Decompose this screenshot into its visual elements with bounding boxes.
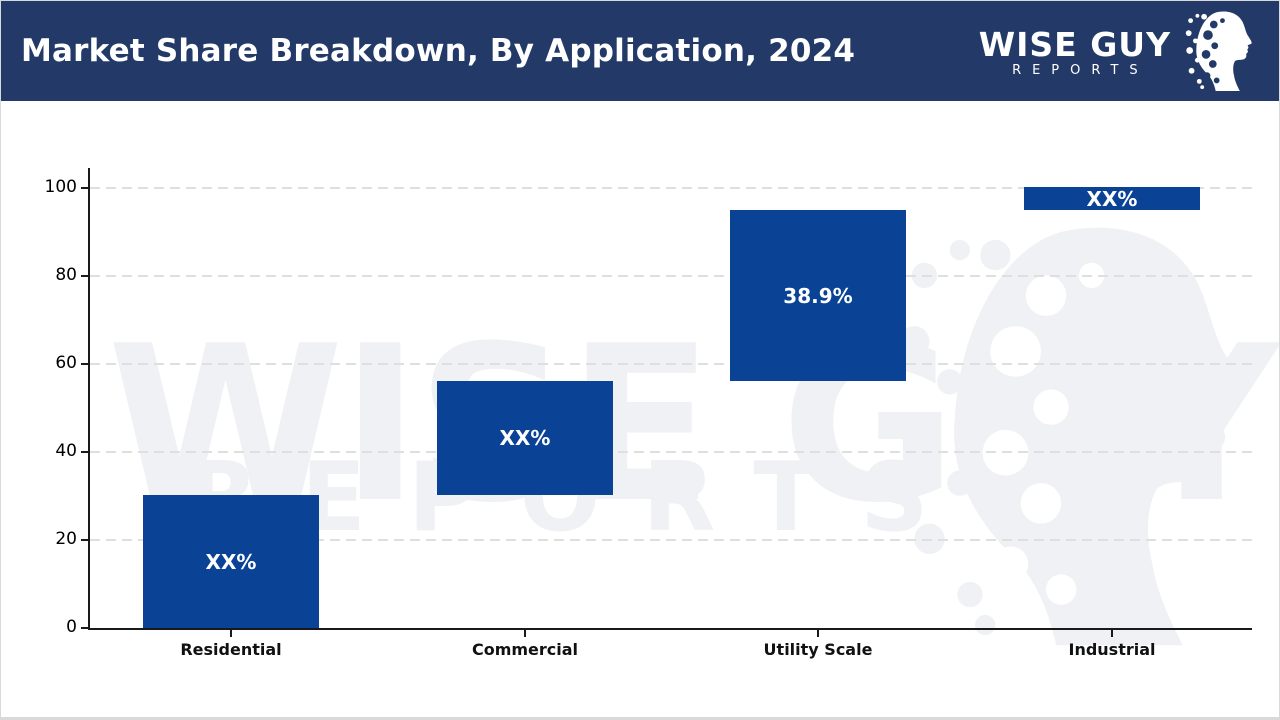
y-tick xyxy=(81,275,89,277)
bar-commercial: XX% xyxy=(437,381,613,496)
x-tick-label: Industrial xyxy=(1068,640,1156,659)
y-tick-label: 20 xyxy=(55,529,77,549)
x-tick-label: Residential xyxy=(180,640,282,659)
y-tick-label: 80 xyxy=(55,265,77,285)
bar-utility-scale: 38.9% xyxy=(730,210,906,382)
logo-text: WISE GUY REPORTS xyxy=(979,27,1171,79)
gridline xyxy=(90,275,1252,277)
x-tick-label: Commercial xyxy=(471,640,579,659)
gridline xyxy=(90,363,1252,365)
y-tick xyxy=(81,451,89,453)
x-tick xyxy=(524,630,526,637)
header: Market Share Breakdown, By Application, … xyxy=(1,1,1279,101)
bar-value-label: 38.9% xyxy=(783,283,853,308)
logo-subtitle: REPORTS xyxy=(1012,63,1149,78)
brand-logo: WISE GUY REPORTS xyxy=(979,10,1269,92)
y-tick-label: 40 xyxy=(55,441,77,461)
x-tick xyxy=(817,630,819,637)
gridline xyxy=(90,187,1252,189)
y-tick xyxy=(81,627,89,629)
bar-industrial: XX% xyxy=(1024,187,1200,210)
y-tick xyxy=(81,363,89,365)
page-title: Market Share Breakdown, By Application, … xyxy=(21,33,856,69)
x-tick xyxy=(1111,630,1113,637)
wiseguy-head-icon xyxy=(1185,11,1252,92)
bar-value-label: XX% xyxy=(205,549,257,574)
gridline xyxy=(90,539,1252,541)
chart-area: WISE GUY REPORTS 0 20 40 60 80 100 XX% Resident… xyxy=(1,101,1279,717)
y-axis-line xyxy=(88,168,90,630)
y-tick xyxy=(81,187,89,189)
x-tick xyxy=(230,630,232,637)
y-tick-label: 60 xyxy=(55,353,77,373)
bar-value-label: XX% xyxy=(1086,186,1138,211)
y-tick-label: 100 xyxy=(44,177,77,197)
x-tick-label: Utility Scale xyxy=(763,640,873,659)
y-tick-label: 0 xyxy=(66,617,77,637)
x-axis-line xyxy=(88,628,1252,630)
bar-residential: XX% xyxy=(143,495,319,628)
bar-value-label: XX% xyxy=(499,426,551,451)
logo-wordmark: WISE GUY xyxy=(978,25,1171,64)
gridline xyxy=(90,451,1252,453)
y-tick xyxy=(81,539,89,541)
